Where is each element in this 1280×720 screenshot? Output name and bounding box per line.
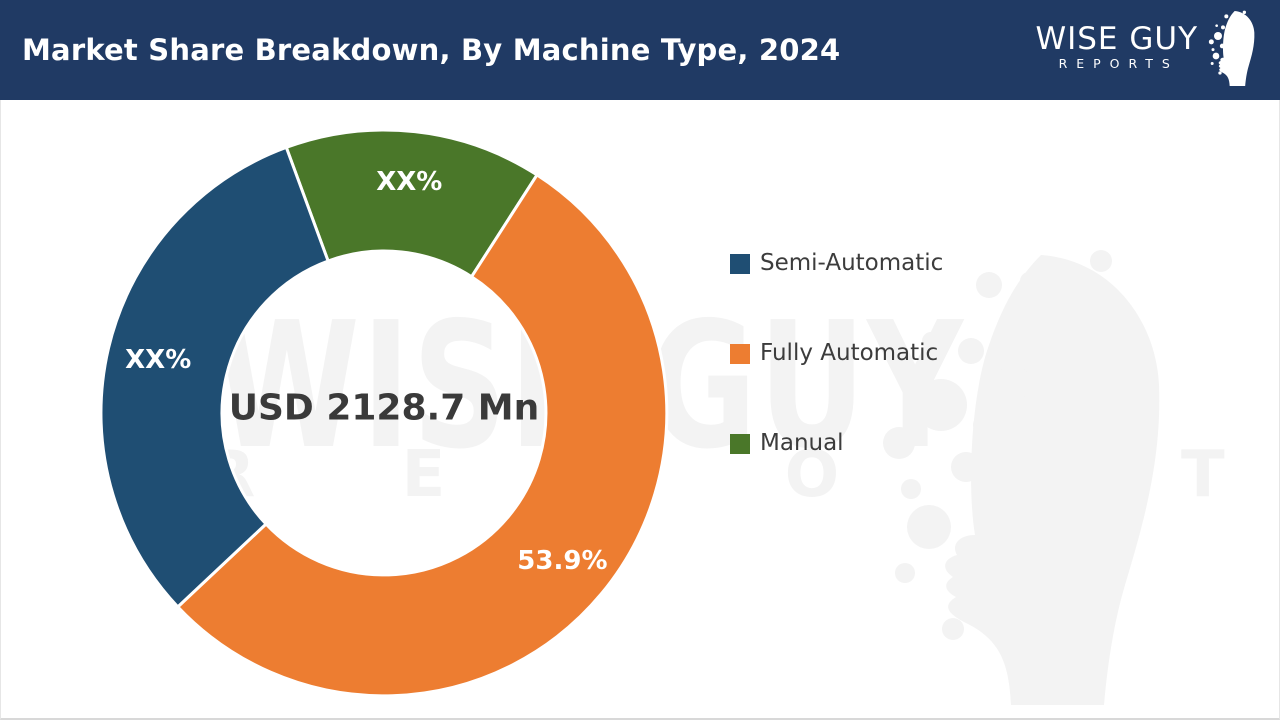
legend-swatch (730, 433, 750, 454)
chart-area: WISE GUY R E P O R T S USD 2128.7 Mn (0, 100, 1280, 720)
slice-label-fully-automatic: 53.9% (517, 546, 608, 577)
legend-item-semi-automatic: Semi-Automatic (730, 252, 943, 275)
logo-subtitle: REPORTS (1058, 55, 1179, 71)
logo-text: WISE GUY REPORTS (1035, 20, 1198, 71)
donut-slice-fully-automatic (176, 173, 669, 698)
face-profile-icon (1208, 10, 1255, 86)
donut-slice-semi-automatic (99, 145, 330, 609)
legend-swatch (730, 343, 750, 364)
header-bar: Market Share Breakdown, By Machine Type,… (0, 0, 1280, 100)
legend-item-fully-automatic: Fully Automatic (730, 342, 938, 365)
slice-label-manual: XX% (376, 167, 443, 198)
wise-guy-logo: WISE GUY REPORTS (1035, 6, 1264, 86)
legend-label: Semi-Automatic (760, 250, 944, 276)
page-title: Market Share Breakdown, By Machine Type,… (22, 33, 841, 67)
donut-chart (99, 128, 669, 698)
legend-swatch (730, 253, 750, 274)
donut-center-value: USD 2128.7 Mn (228, 387, 540, 429)
slice-label-semi-automatic: XX% (125, 344, 192, 375)
legend-label: Fully Automatic (760, 340, 939, 366)
legend-label: Manual (760, 430, 844, 456)
legend-item-manual: Manual (730, 432, 844, 455)
watermark-face-profile (883, 250, 1160, 705)
logo-wordmark: WISE GUY (1035, 20, 1198, 57)
